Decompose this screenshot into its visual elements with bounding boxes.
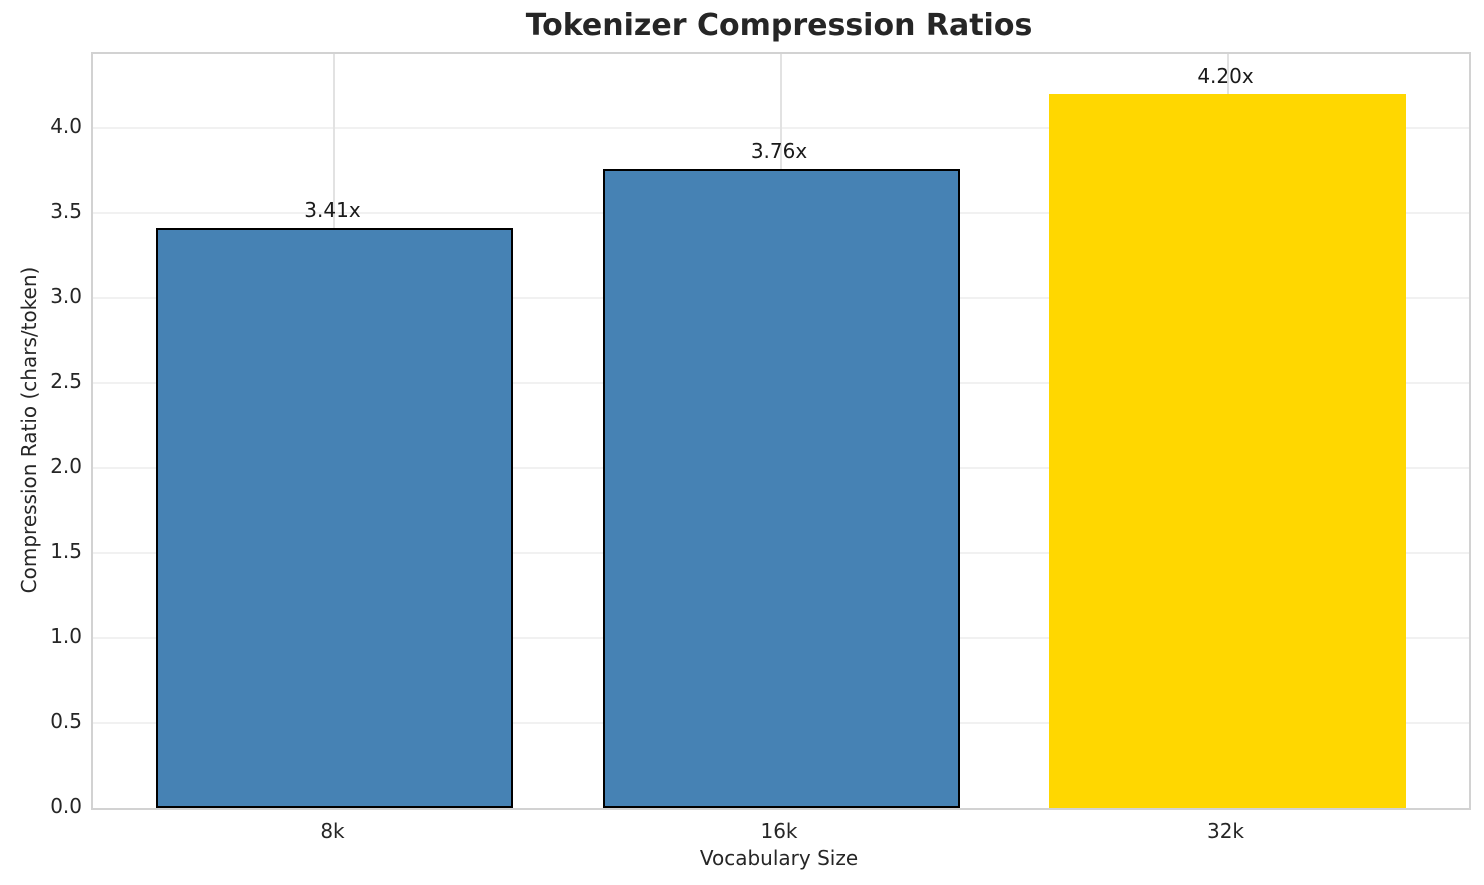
plot-area <box>91 52 1471 810</box>
y-tick-label: 0.5 <box>50 708 82 733</box>
y-tick-label: 1.0 <box>50 623 82 648</box>
y-tick-label: 4.0 <box>50 113 82 138</box>
x-tick-label: 32k <box>1206 819 1245 843</box>
x-tick-label: 8k <box>320 819 345 843</box>
bar-value-label: 3.76x <box>750 138 808 163</box>
x-axis-label: Vocabulary Size <box>699 846 859 870</box>
bar-16k <box>602 168 960 808</box>
y-tick-label: 2.0 <box>50 453 82 478</box>
y-tick-label: 0.0 <box>50 794 82 818</box>
x-tick-label: 16k <box>760 819 798 843</box>
bar-32k <box>1049 93 1406 808</box>
chart-title: Tokenizer Compression Ratios <box>525 8 1033 43</box>
y-tick-label: 3.0 <box>50 283 82 308</box>
bar-value-label: 4.20x <box>1197 63 1254 88</box>
y-tick-label: 3.5 <box>50 198 82 223</box>
bar-value-label: 3.41x <box>304 198 361 223</box>
y-tick-label: 2.5 <box>50 368 82 393</box>
bar-8k <box>155 228 513 808</box>
y-tick-label: 1.5 <box>50 538 82 563</box>
